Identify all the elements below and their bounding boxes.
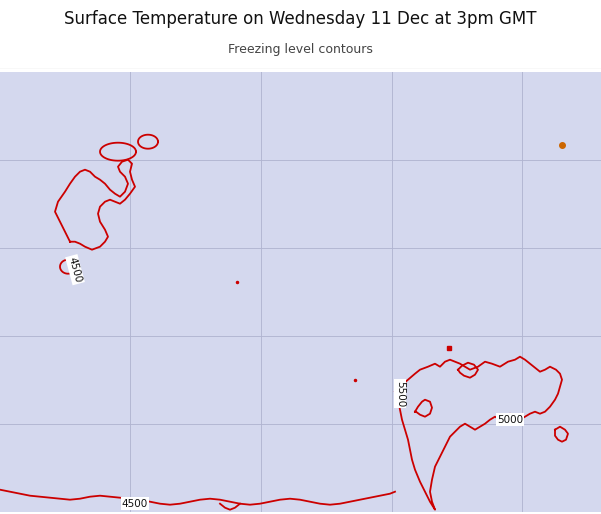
Text: 4500: 4500	[122, 499, 148, 509]
Text: 4500: 4500	[67, 256, 83, 284]
Text: Freezing level contours: Freezing level contours	[228, 44, 373, 57]
Text: 5000: 5000	[497, 415, 523, 425]
Text: 5500: 5500	[395, 380, 405, 407]
Text: Surface Temperature on Wednesday 11 Dec at 3pm GMT: Surface Temperature on Wednesday 11 Dec …	[64, 10, 537, 28]
